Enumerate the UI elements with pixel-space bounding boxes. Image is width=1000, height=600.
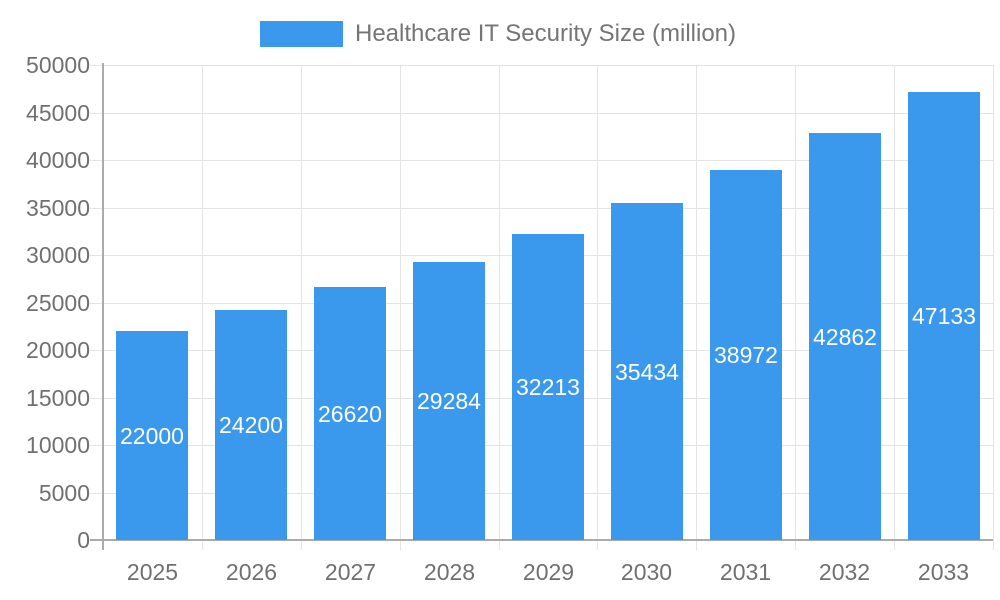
x-gridline (202, 65, 203, 550)
bar-2032[interactable]: 42862 (809, 133, 881, 540)
legend-swatch (260, 21, 343, 47)
x-gridline (499, 65, 500, 550)
y-axis-tick-label: 15000 (26, 385, 90, 411)
bar-value-label: 32213 (516, 374, 580, 400)
y-axis-tick-label: 40000 (26, 147, 90, 173)
bar-value-label: 24200 (219, 412, 283, 438)
legend[interactable]: Healthcare IT Security Size (million) (260, 21, 736, 47)
x-gridline (993, 65, 994, 550)
bar-value-label: 26620 (318, 400, 382, 427)
y-axis-line (102, 63, 104, 550)
x-gridline (400, 65, 401, 550)
bar-2026[interactable]: 24200 (215, 310, 287, 540)
x-gridline (301, 65, 302, 550)
legend-label: Healthcare IT Security Size (million) (355, 20, 737, 47)
y-axis-tick-label: 25000 (26, 290, 90, 316)
y-axis-tick-label: 5000 (38, 480, 90, 506)
bar-2025[interactable]: 22000 (116, 331, 188, 540)
bar-2027[interactable]: 26620 (314, 287, 386, 540)
y-axis-tick-label: 30000 (26, 242, 90, 268)
bar-value-label: 47133 (912, 303, 976, 329)
x-gridline (894, 65, 895, 550)
x-axis-tick-label: 2031 (719, 559, 772, 585)
x-gridline (696, 65, 697, 550)
y-axis-tick-label: 10000 (26, 432, 90, 458)
bar-2031[interactable]: 38972 (710, 170, 782, 540)
x-axis-tick-label: 2033 (917, 559, 970, 585)
bar-2028[interactable]: 29284 (413, 262, 485, 540)
x-axis-tick-label: 2027 (324, 559, 377, 585)
y-gridline (90, 113, 993, 114)
y-axis-tick-label: 0 (77, 527, 90, 553)
bar-value-label: 38972 (714, 342, 778, 368)
x-axis-tick-label: 2032 (818, 559, 871, 585)
bar-2033[interactable]: 47133 (908, 92, 980, 540)
bar-value-label: 22000 (120, 422, 184, 449)
x-gridline (597, 65, 598, 550)
x-axis-tick-label: 2026 (225, 559, 278, 585)
x-axis-tick-label: 2028 (423, 559, 476, 585)
y-gridline (90, 65, 993, 66)
bar-value-label: 29284 (417, 388, 481, 414)
x-axis-tick-label: 2030 (620, 559, 673, 585)
y-axis-tick-label: 50000 (26, 52, 90, 78)
y-axis-tick-label: 20000 (26, 337, 90, 363)
bar-2030[interactable]: 35434 (611, 203, 683, 540)
x-gridline (795, 65, 796, 550)
x-axis-tick-label: 2029 (522, 559, 575, 585)
bar-value-label: 42862 (813, 323, 877, 350)
y-axis-tick-label: 45000 (26, 100, 90, 126)
x-axis-tick-label: 2025 (126, 559, 179, 585)
bar-2029[interactable]: 32213 (512, 234, 584, 540)
bar-value-label: 35434 (615, 358, 679, 385)
y-axis-tick-label: 35000 (26, 195, 90, 221)
